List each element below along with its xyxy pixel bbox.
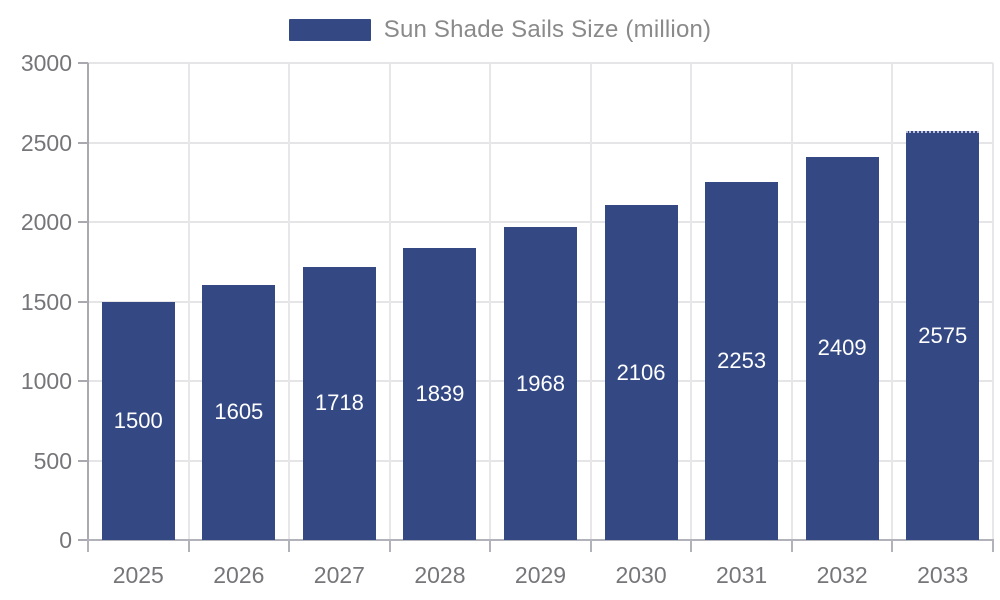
x-axis-tick-label: 2028	[414, 562, 466, 588]
bar-value-label: 1605	[214, 399, 264, 425]
y-axis-tick-label: 500	[33, 447, 72, 474]
bar-2031[interactable]: 2253	[705, 181, 779, 540]
v-gridline	[288, 63, 291, 540]
legend-label: Sun Shade Sails Size (million)	[383, 16, 712, 43]
bar-2028[interactable]: 1839	[403, 247, 477, 540]
h-gridline	[88, 221, 993, 223]
x-axis-tick	[489, 540, 492, 552]
y-axis-tick	[78, 539, 88, 541]
y-axis-tick-label: 1500	[20, 288, 72, 315]
y-axis-tick-label: 2500	[20, 129, 72, 156]
x-axis-tick	[891, 540, 894, 552]
x-axis-tick	[992, 540, 994, 552]
y-axis-tick	[78, 141, 88, 144]
bar-value-label: 1839	[415, 380, 465, 406]
bar-value-label: 1968	[516, 370, 565, 396]
bar-value-label: 2106	[616, 359, 666, 385]
y-axis-tick-label: 3000	[20, 50, 72, 76]
x-axis-tick-label: 2026	[213, 562, 265, 588]
bar-2032[interactable]: 2409	[805, 156, 879, 540]
x-axis-tick-label: 2027	[313, 562, 365, 588]
x-axis-tick	[690, 540, 693, 552]
h-gridline	[88, 141, 993, 144]
x-axis-tick	[589, 540, 592, 552]
bar-2030[interactable]: 2106	[604, 205, 678, 540]
x-axis-tick-label: 2030	[615, 562, 667, 588]
y-axis-tick	[78, 62, 88, 64]
y-axis-tick	[78, 221, 88, 223]
x-axis-tick	[288, 540, 291, 552]
bar-2033[interactable]: 2575	[906, 130, 980, 540]
v-gridline	[690, 63, 693, 540]
bar-value-label: 2409	[817, 335, 867, 361]
bar-value-label: 1718	[314, 390, 364, 416]
bar-2027[interactable]: 1718	[302, 266, 376, 540]
legend-swatch-icon	[288, 19, 371, 41]
bar-2029[interactable]: 1968	[504, 227, 577, 540]
v-gridline	[790, 63, 793, 540]
x-axis-tick-label: 2033	[917, 562, 969, 588]
bar-value-label: 2253	[717, 347, 767, 373]
x-axis-tick-label: 2032	[816, 562, 868, 588]
x-axis-tick	[187, 540, 190, 552]
v-gridline	[992, 63, 994, 540]
x-axis-tick	[388, 540, 391, 552]
x-axis-tick-label: 2025	[112, 562, 164, 588]
x-axis-tick-label: 2031	[716, 562, 768, 588]
x-axis-tick	[790, 540, 793, 552]
v-gridline	[388, 63, 391, 540]
y-axis-tick	[78, 459, 88, 462]
plot-area: 1500 1605 1718 1839 1968 2106 2253 2409 2575	[78, 62, 994, 552]
bar-2026[interactable]: 1605	[202, 284, 276, 540]
x-axis-labels: 2025 2026 2027 2028 2029 2030 2031 2032 2033	[88, 561, 993, 591]
y-axis-tick	[78, 300, 88, 303]
x-axis-line	[87, 539, 994, 541]
bar-2025[interactable]: 1500	[101, 301, 175, 540]
y-axis-line	[87, 63, 89, 540]
bar-value-label: 1500	[113, 407, 163, 433]
y-axis-tick	[78, 380, 88, 382]
x-axis-tick	[87, 540, 89, 552]
v-gridline	[187, 63, 190, 540]
y-axis-labels: 0 500 1000 1500 2000 2500 3000	[0, 50, 72, 553]
v-gridline	[891, 63, 894, 540]
x-axis-tick-label: 2029	[514, 562, 567, 588]
bar-value-label: 2575	[918, 323, 968, 349]
v-gridline	[589, 63, 592, 540]
y-axis-tick-label: 0	[59, 527, 72, 553]
legend-item[interactable]: Sun Shade Sails Size (million)	[288, 16, 712, 44]
v-gridline	[489, 63, 492, 540]
h-gridline	[88, 62, 993, 64]
y-axis-tick-label: 1000	[20, 368, 72, 394]
y-axis-tick-label: 2000	[20, 209, 72, 235]
legend: Sun Shade Sails Size (million)	[0, 16, 1000, 44]
